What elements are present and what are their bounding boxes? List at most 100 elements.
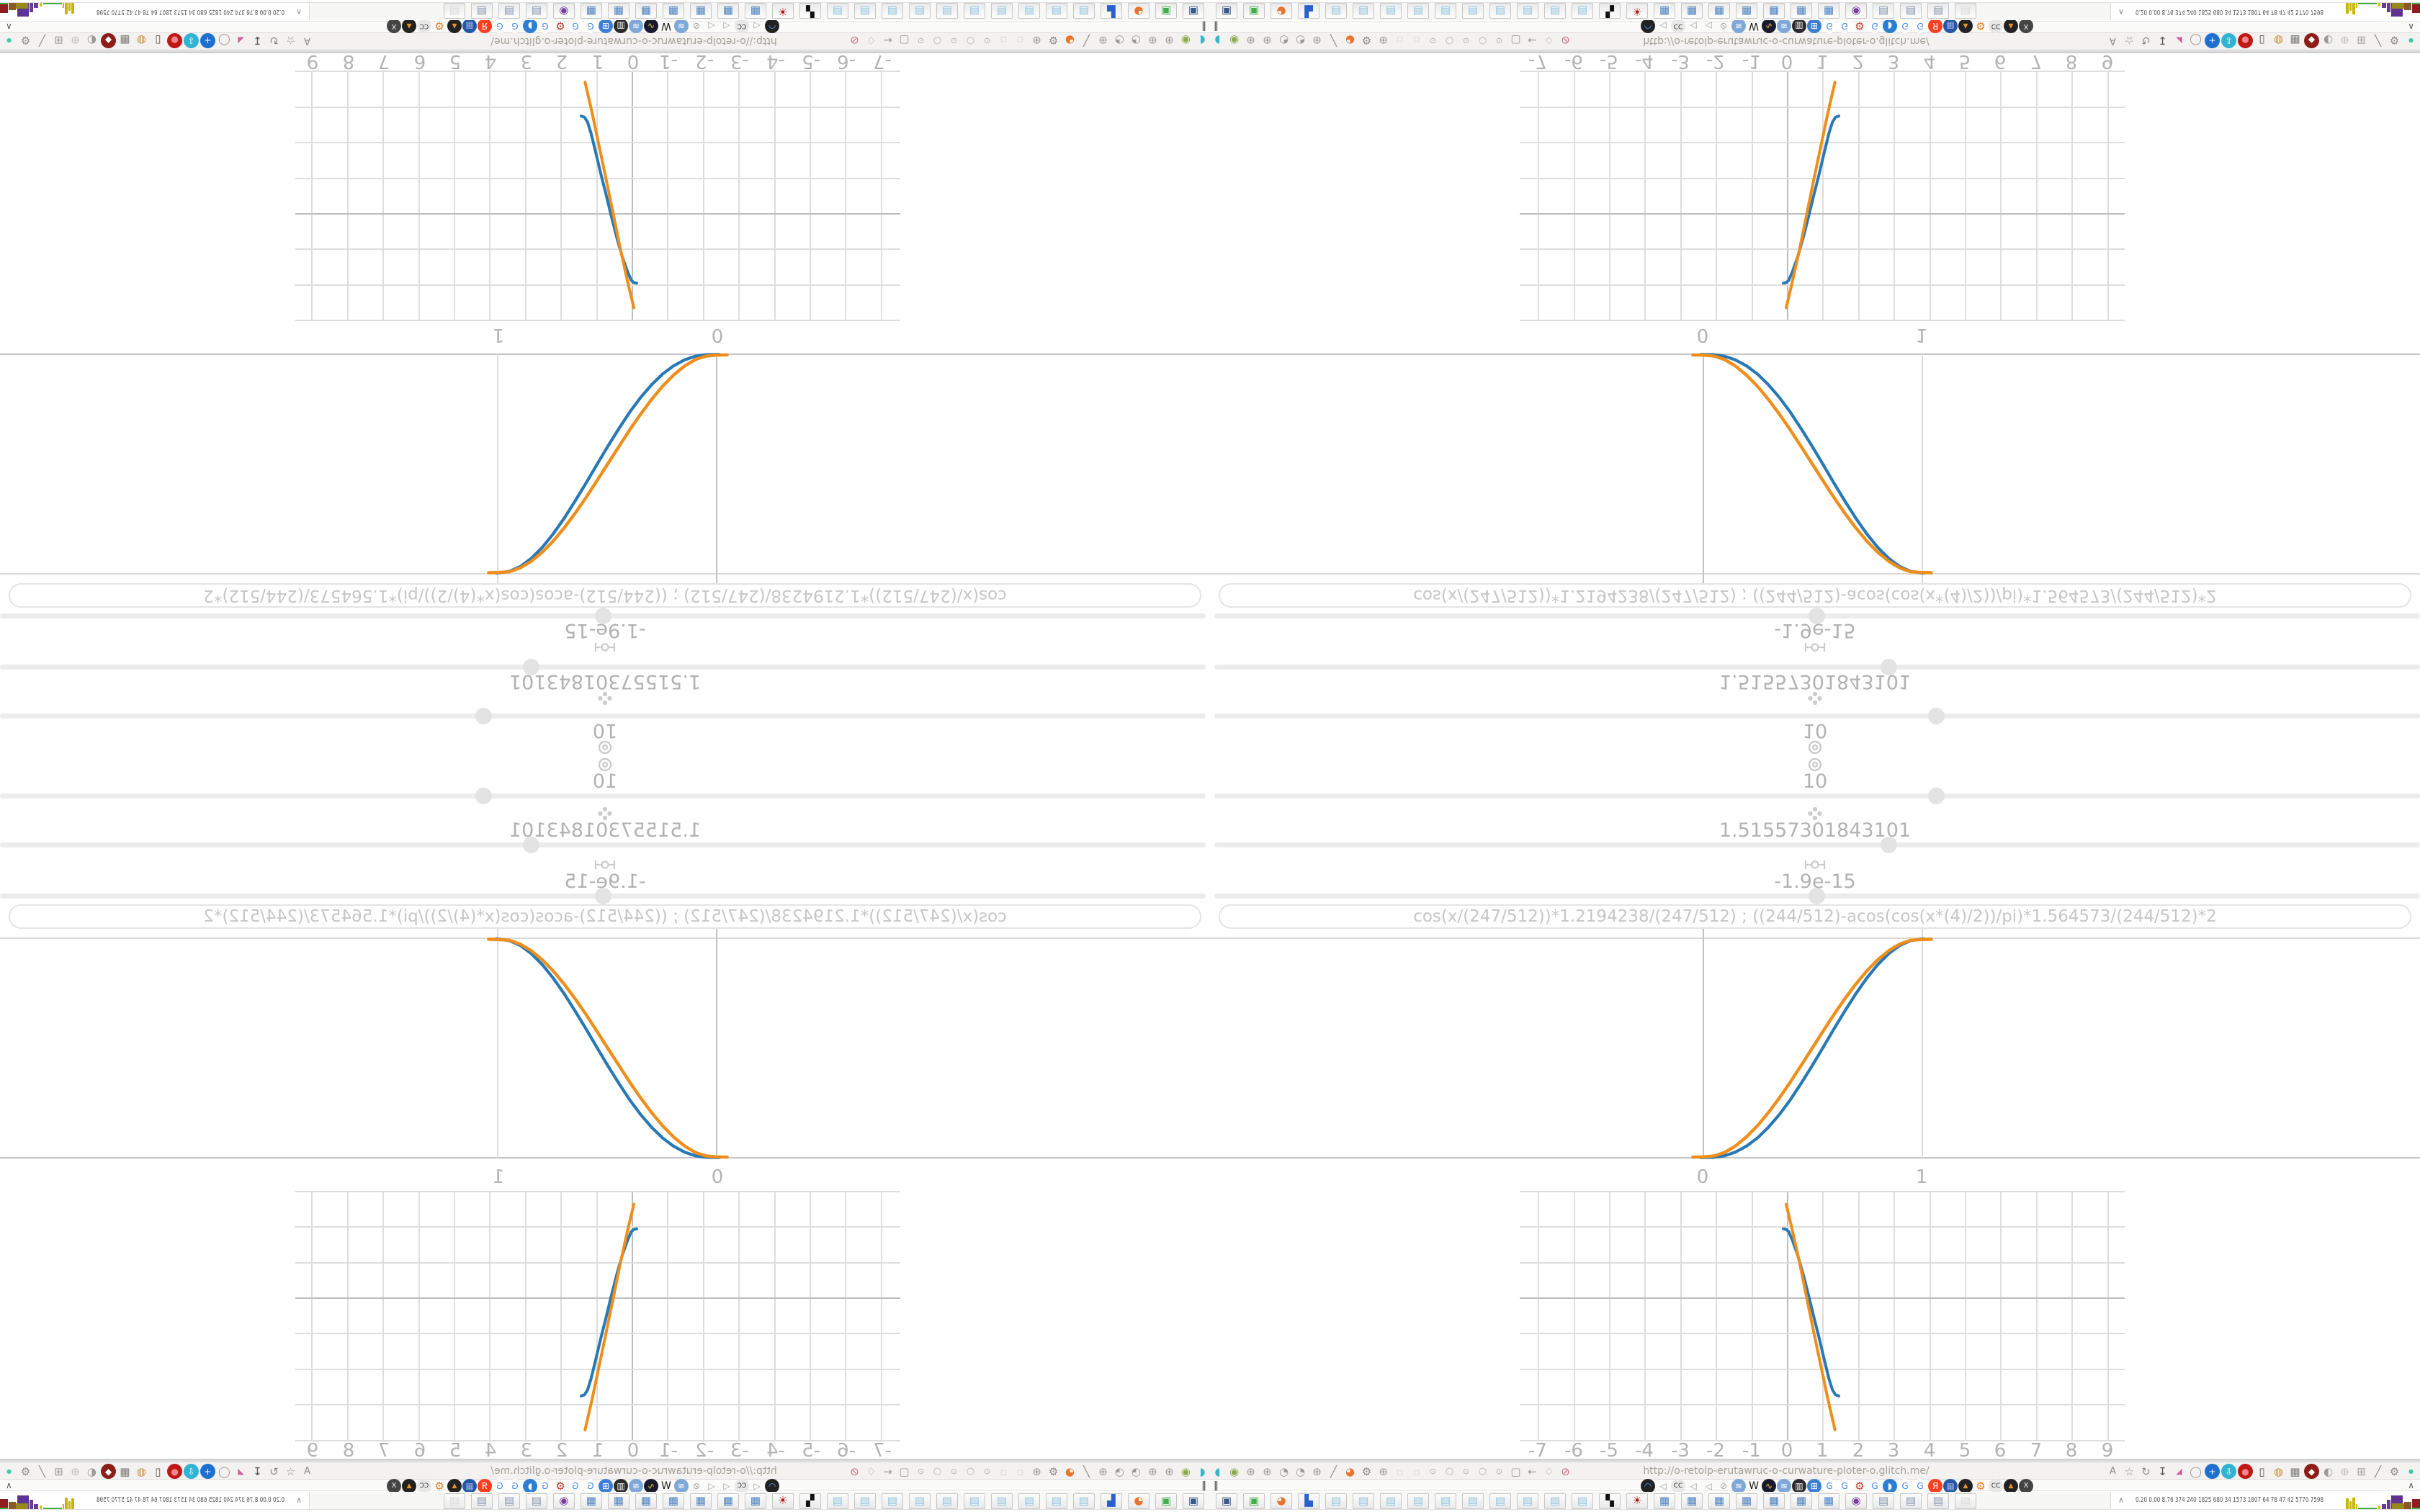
sawblade-window[interactable]: ☀ (772, 1493, 794, 1509)
gear-icon[interactable]: ⚙ (1361, 1464, 1372, 1478)
trash-icon[interactable]: ▯ (2259, 1464, 2265, 1478)
radio-icon[interactable]: ⊙ (917, 1467, 925, 1476)
wrench-icon[interactable]: ╱ (2374, 34, 2382, 48)
star-icon[interactable]: ☆ (2124, 1464, 2135, 1478)
folder-icon[interactable]: ▢ (1510, 1464, 1521, 1478)
shield-download-icon[interactable]: ⇩ (184, 1464, 199, 1479)
firefox-window[interactable]: ◕ (1270, 3, 1292, 19)
status-dot-icon[interactable]: ● (6, 37, 12, 44)
notepad-window[interactable]: ▤ (1046, 1493, 1067, 1509)
google-icon[interactable]: G (538, 19, 552, 34)
slider-track[interactable] (1214, 842, 2420, 847)
wolf-window[interactable]: ▚ (799, 3, 821, 19)
network-globe-icon[interactable]: ◍ (2273, 34, 2284, 48)
red-gear-icon[interactable]: ⚙ (555, 19, 565, 33)
calculator-window[interactable]: ▦ (1736, 3, 1757, 19)
refresh-icon[interactable]: ↻ (2141, 1464, 2151, 1478)
slider-track[interactable] (1214, 714, 2420, 719)
notepad-window[interactable]: ▤ (1462, 3, 1484, 19)
tray-expander-icon[interactable]: ∧ (295, 7, 302, 17)
back-arrow-icon[interactable]: ← (1528, 34, 1537, 48)
google-icon[interactable]: G (493, 19, 507, 34)
firefox-icon[interactable]: ◕ (1345, 1464, 1355, 1478)
calculator-window[interactable]: ▦ (608, 3, 629, 19)
orange-gear-icon[interactable]: ⚙ (434, 1479, 444, 1493)
notepad-window[interactable]: ▤ (1325, 1493, 1347, 1509)
firefox-window[interactable]: ◕ (1128, 3, 1150, 19)
network-globe-icon[interactable]: ◍ (136, 1464, 147, 1478)
formula-input[interactable]: cos(x/(247/512))*1.2194238/(247/512) ; (… (1219, 583, 2411, 608)
photos-icon[interactable]: ▲ (2004, 1478, 2018, 1493)
swimmer-icon[interactable]: ≋ (1731, 1478, 1746, 1493)
building-icon[interactable]: ▦ (2290, 34, 2300, 48)
slider-handle[interactable] (523, 837, 540, 853)
notepad-window[interactable]: ▤ (882, 3, 903, 19)
translate-icon[interactable]: ⊞ (599, 19, 613, 34)
globe-disabled-icon[interactable]: ⊕ (71, 34, 80, 48)
add-icon[interactable]: + (200, 1464, 215, 1479)
circle-icon[interactable]: ○ (966, 1466, 975, 1477)
notepad-window[interactable]: ▤ (1353, 1493, 1374, 1509)
calculator-window[interactable]: ▦ (1654, 1493, 1675, 1509)
compass-icon[interactable]: ◠ (1641, 1478, 1655, 1493)
tray-expander-icon[interactable]: ∧ (295, 1495, 302, 1505)
wolf-window[interactable]: ▚ (1599, 1493, 1621, 1509)
circle-icon[interactable]: ○ (1478, 1466, 1487, 1477)
calculator-window[interactable]: ▦ (717, 3, 739, 19)
status-dot-icon[interactable]: ● (6, 1468, 12, 1475)
radio-icon[interactable]: ⊙ (1429, 1467, 1437, 1476)
gear-icon[interactable]: ⚙ (20, 34, 31, 48)
terminal-window[interactable]: ▣ (1155, 3, 1177, 19)
globe-disabled-icon[interactable]: ⊕ (71, 1464, 80, 1478)
muted-speaker-icon[interactable]: ◁ (1705, 21, 1712, 32)
photos-icon[interactable]: ▲ (447, 19, 462, 34)
notepad-window[interactable]: ▤ (1544, 1493, 1566, 1509)
disabled-window[interactable]: ▤ (444, 1493, 465, 1509)
disabled-button-icon[interactable]: ▫ (1412, 1464, 1420, 1478)
notepad-window[interactable]: ▤ (1435, 1493, 1456, 1509)
disabled-button-icon[interactable]: ▫ (1396, 1464, 1404, 1478)
terminal-window[interactable]: ▣ (1243, 1493, 1265, 1509)
circle-icon[interactable]: ○ (933, 35, 942, 46)
google-icon[interactable]: G (1822, 1478, 1837, 1493)
firefox-icon[interactable]: ◕ (1065, 34, 1075, 48)
disabled-button-icon[interactable]: ▫ (1000, 1464, 1008, 1478)
calculator-window[interactable]: ▦ (1763, 1493, 1785, 1509)
notepad-window[interactable]: ▤ (964, 3, 985, 19)
muted-speaker-icon[interactable]: ◁ (753, 1480, 761, 1491)
calculator-window[interactable]: ▦ (608, 1493, 629, 1509)
wrench-icon[interactable]: ╱ (1083, 34, 1090, 48)
bing-icon[interactable]: ◗ (1883, 19, 1897, 34)
notepad-window[interactable]: ▤ (854, 1493, 876, 1509)
google-icon[interactable]: G (508, 19, 522, 34)
waveform-icon[interactable]: ∿ (644, 19, 658, 34)
wrench-icon[interactable]: ╱ (38, 34, 46, 48)
circle-icon[interactable]: ○ (1445, 1466, 1454, 1477)
cc-icon[interactable]: CC (1671, 19, 1685, 34)
muted-speaker-icon[interactable]: ◁ (1659, 21, 1667, 32)
emulator-window[interactable]: ▙ (1101, 1493, 1122, 1509)
slider-handle[interactable] (475, 788, 493, 804)
calculator-window[interactable]: ▦ (1818, 3, 1839, 19)
swimmer-icon[interactable]: ≋ (674, 19, 689, 34)
circle-icon[interactable]: ○ (1478, 35, 1487, 46)
bank-icon[interactable]: ▥ (1792, 19, 1806, 34)
address-bar[interactable]: http://o-retolp-erutawruc-o-curwature-pl… (490, 35, 777, 47)
slider-track[interactable] (1214, 665, 2420, 670)
slider-track[interactable] (0, 714, 1206, 719)
notepad-window[interactable]: ▤ (1489, 1493, 1511, 1509)
hourglass-icon[interactable]: X (387, 1478, 401, 1493)
ghostery-icon[interactable]: ◐ (2323, 1464, 2334, 1478)
formula-input[interactable]: cos(x/(247/512))*1.2194238/(247/512) ; (… (9, 904, 1201, 929)
wolf-window[interactable]: ▚ (1599, 3, 1621, 19)
calculator-window[interactable]: ▦ (635, 1493, 657, 1509)
calculator-window[interactable]: ▦ (1763, 3, 1785, 19)
wrench-icon[interactable]: ╱ (1330, 34, 1337, 48)
tray-expander-icon[interactable]: ∧ (2118, 1495, 2125, 1505)
cc-icon[interactable]: CC (1989, 19, 2003, 34)
yandex-icon[interactable]: Я (478, 1478, 492, 1493)
calculator-window[interactable]: ▦ (717, 1493, 739, 1509)
globe-icon[interactable]: ⊕ (1379, 34, 1388, 48)
shield-icon[interactable]: ♢ (1543, 1464, 1554, 1478)
ghostery-icon[interactable]: ◐ (86, 34, 97, 48)
